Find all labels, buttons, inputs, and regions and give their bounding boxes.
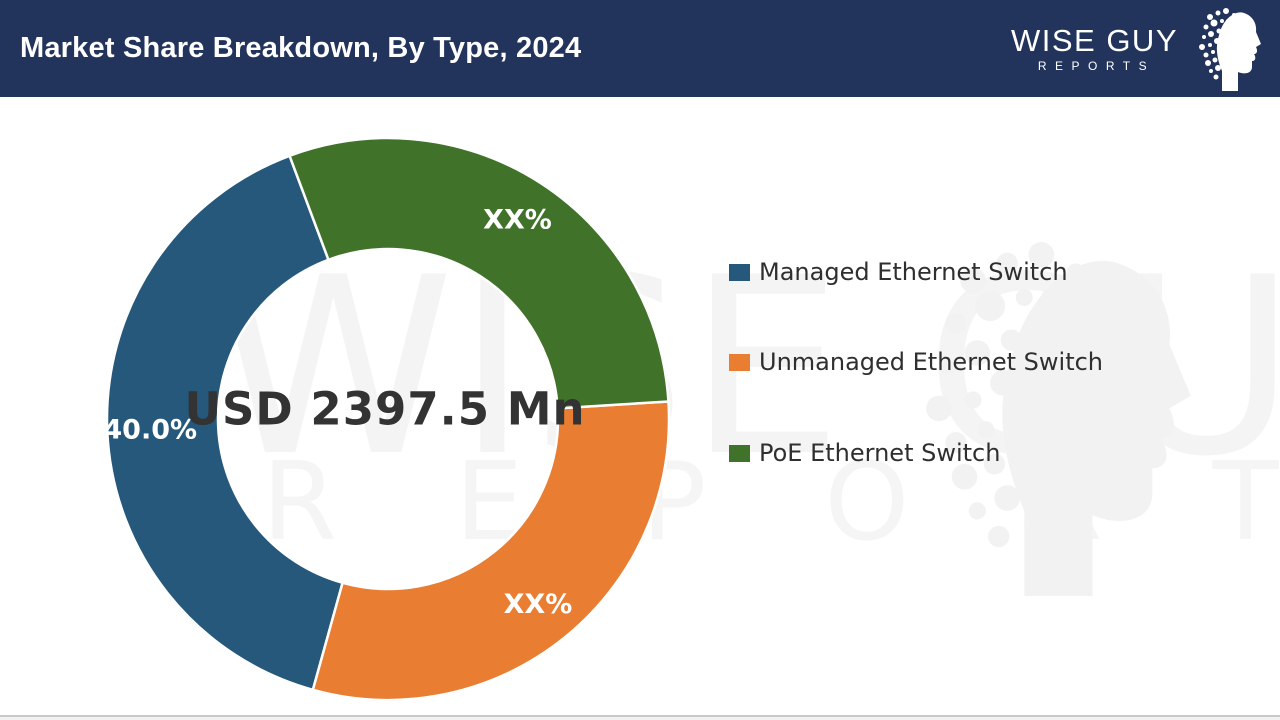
legend-swatch-managed <box>729 263 750 281</box>
bottom-divider <box>0 715 1280 717</box>
page-title: Market Share Breakdown, By Type, 2024 <box>20 32 582 64</box>
legend-swatch-unmanaged <box>729 353 750 371</box>
logo-subtitle: REPORTS <box>1037 58 1156 73</box>
legend-item-poe: PoE Ethernet Switch <box>729 439 1000 467</box>
slice-label-0: 40.0% <box>103 414 197 445</box>
legend-label: PoE Ethernet Switch <box>759 439 1001 467</box>
slice-label-2: XX% <box>483 204 552 235</box>
legend-item-unmanaged: Unmanaged Ethernet Switch <box>729 348 1103 376</box>
legend-label: Unmanaged Ethernet Switch <box>759 348 1104 376</box>
legend-item-managed: Managed Ethernet Switch <box>729 258 1068 286</box>
logo-wordmark: WISE GUY <box>1010 22 1178 58</box>
legend-swatch-poe <box>729 444 750 462</box>
bottom-divider-light <box>0 717 1280 720</box>
donut-segment-1 <box>311 400 671 702</box>
legend-label: Managed Ethernet Switch <box>759 258 1068 286</box>
wise-guy-logo: WISE GUY REPORTS <box>1011 7 1262 91</box>
chart-center-value: USD 2397.5 Mn <box>184 382 586 436</box>
header-bar: Market Share Breakdown, By Type, 2024 WI… <box>0 0 1280 97</box>
donut-segment-2 <box>288 136 670 410</box>
donut-segment-0 <box>105 154 344 692</box>
logo-text: WISE GUY REPORTS <box>1011 25 1178 73</box>
slice-label-1: XX% <box>504 589 573 620</box>
